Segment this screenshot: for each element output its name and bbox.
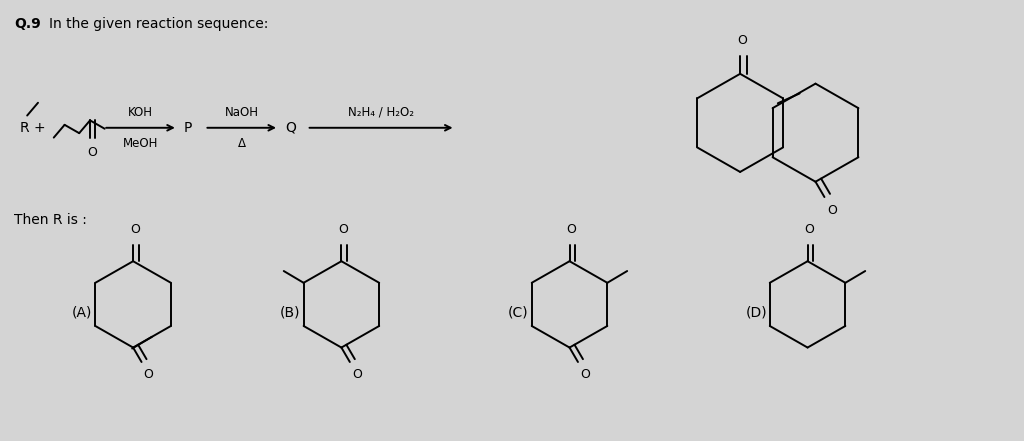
Text: Q.9: Q.9: [14, 17, 41, 31]
Text: Δ: Δ: [238, 137, 246, 149]
Text: O: O: [805, 223, 814, 235]
Text: (D): (D): [746, 305, 768, 319]
Text: O: O: [352, 368, 361, 381]
Text: (C): (C): [508, 305, 528, 319]
Text: P: P: [183, 121, 193, 135]
Text: O: O: [130, 223, 140, 235]
Text: In the given reaction sequence:: In the given reaction sequence:: [49, 17, 268, 31]
Text: Then R is :: Then R is :: [14, 213, 87, 227]
Text: O: O: [827, 204, 838, 217]
Text: O: O: [737, 34, 748, 47]
Text: O: O: [143, 368, 154, 381]
Text: O: O: [566, 223, 577, 235]
Text: N₂H₄ / H₂O₂: N₂H₄ / H₂O₂: [348, 106, 414, 119]
Text: (A): (A): [72, 305, 92, 319]
Text: MeOH: MeOH: [123, 137, 159, 149]
Text: O: O: [87, 146, 97, 159]
Text: O: O: [339, 223, 348, 235]
Text: R +: R +: [20, 121, 46, 135]
Text: O: O: [580, 368, 590, 381]
Text: NaOH: NaOH: [224, 106, 259, 119]
Text: Q: Q: [285, 121, 296, 135]
Text: (B): (B): [280, 305, 300, 319]
Text: KOH: KOH: [128, 106, 153, 119]
